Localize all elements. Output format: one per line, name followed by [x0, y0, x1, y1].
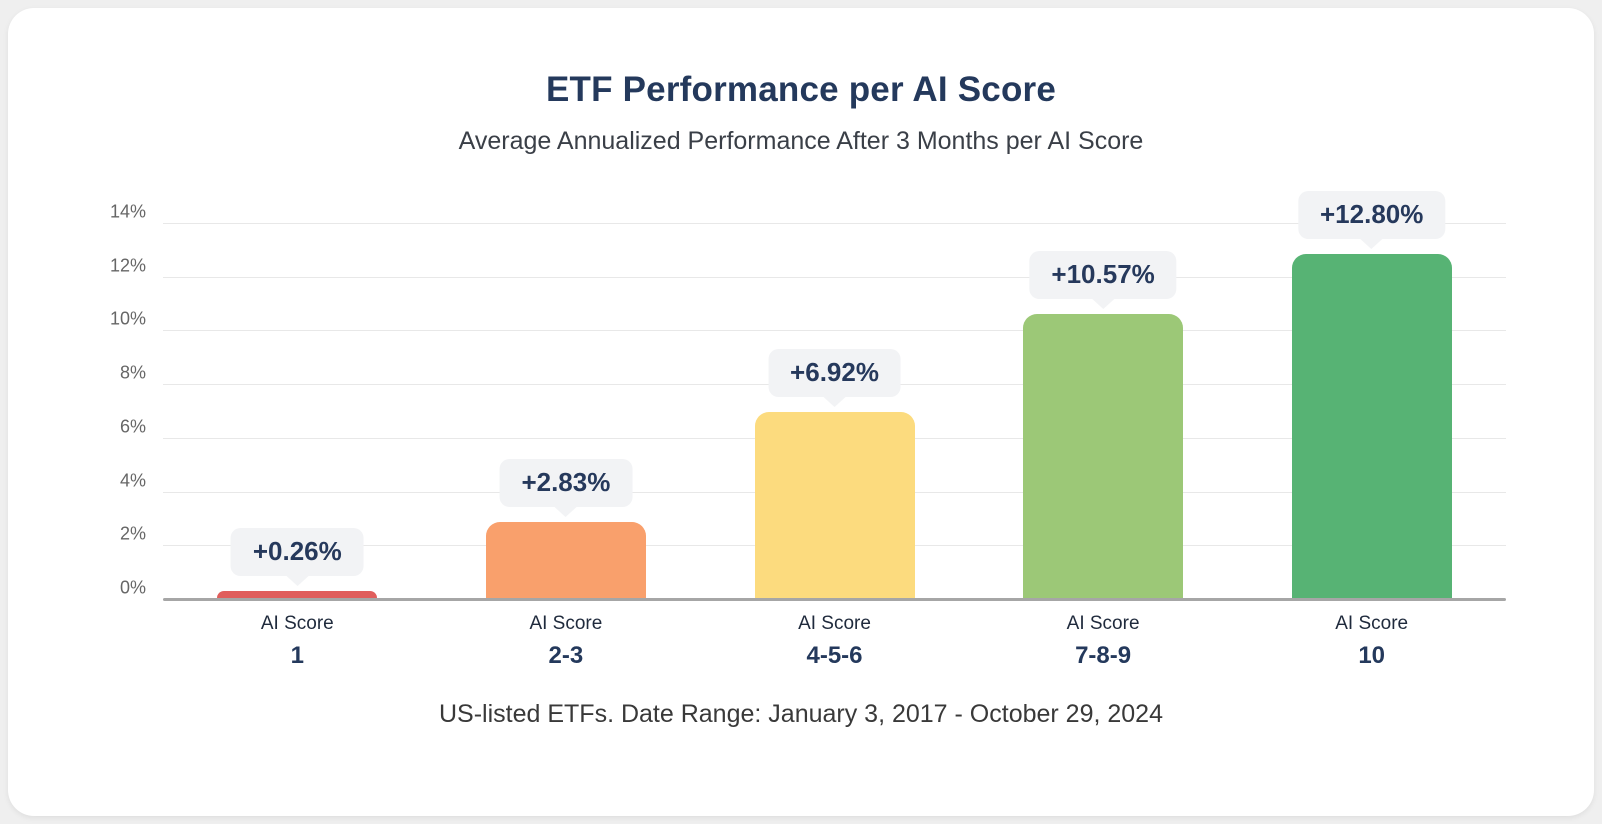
- chart-title: ETF Performance per AI Score: [545, 70, 1057, 109]
- x-axis-label-line2: 10: [1358, 642, 1386, 669]
- value-label-caret: [286, 576, 309, 586]
- value-label-ai-score-2-3: +2.83%: [499, 459, 633, 517]
- chart-card: ETF Performance per AI Score Average Ann…: [8, 8, 1594, 816]
- value-label-ai-score-1: +0.26%: [230, 528, 364, 586]
- value-label-caret: [1092, 299, 1115, 309]
- value-label-caret: [823, 397, 846, 407]
- x-axis-label-line2: 7-8-9: [1075, 642, 1132, 669]
- y-axis-tick-0pct: 0%: [119, 577, 146, 598]
- y-axis-tick-4pct: 4%: [119, 470, 146, 491]
- x-axis-label-line1: AI Score: [260, 613, 334, 634]
- x-axis-label-ai-score-1: AI Score 1: [261, 613, 334, 670]
- bar-ai-score-2-3: [485, 522, 646, 598]
- value-label-ai-score-7-8-9: +10.57%: [1029, 251, 1177, 309]
- value-label-caret: [554, 507, 577, 517]
- x-axis-label-line1: AI Score: [798, 613, 871, 634]
- y-axis-tick-12pct: 12%: [109, 255, 146, 276]
- bar-chart-plot-area: 0% 2% 4% 6% 8% 10% 12% 14% +0.26% AI Score 1 +2.83%…: [110, 191, 1506, 669]
- y-axis-tick-14pct: 14%: [109, 201, 146, 222]
- chart-footnote: US-listed ETFs. Date Range: January 3, 2…: [439, 700, 1163, 728]
- x-axis-label-line1: AI Score: [1335, 613, 1409, 634]
- bar-ai-score-4-5-6: [754, 412, 915, 598]
- y-axis-tick-6pct: 6%: [119, 416, 146, 437]
- x-axis-label-ai-score-7-8-9: AI Score 7-8-9: [1067, 613, 1140, 670]
- value-label-caret: [1360, 239, 1383, 249]
- gridline-12pct: [163, 276, 1506, 278]
- x-axis-baseline: [163, 598, 1506, 601]
- y-axis-tick-8pct: 8%: [119, 362, 146, 383]
- gridline-10pct: [163, 330, 1506, 332]
- bar-ai-score-10: [1291, 254, 1452, 598]
- gridline-14pct: [163, 223, 1506, 224]
- y-axis-tick-2pct: 2%: [119, 523, 146, 544]
- x-axis-label-ai-score-10: AI Score 10: [1335, 613, 1408, 670]
- bar-ai-score-1: [217, 591, 378, 598]
- x-axis-label-line1: AI Score: [1066, 613, 1140, 634]
- x-axis-label-line2: 1: [290, 642, 304, 669]
- value-label-ai-score-4-5-6: +6.92%: [768, 349, 901, 407]
- y-axis-tick-10pct: 10%: [109, 308, 146, 329]
- x-axis-label-ai-score-4-5-6: AI Score 4-5-6: [798, 613, 871, 670]
- chart-subtitle: Average Annualized Performance After 3 M…: [458, 127, 1144, 155]
- x-axis-label-ai-score-2-3: AI Score 2-3: [529, 613, 602, 670]
- x-axis-label-line2: 4-5-6: [806, 642, 863, 669]
- x-axis-label-line2: 2-3: [548, 642, 584, 669]
- value-label-ai-score-10: +12.80%: [1298, 191, 1446, 249]
- x-axis-label-line1: AI Score: [529, 613, 603, 634]
- bar-ai-score-7-8-9: [1023, 314, 1184, 598]
